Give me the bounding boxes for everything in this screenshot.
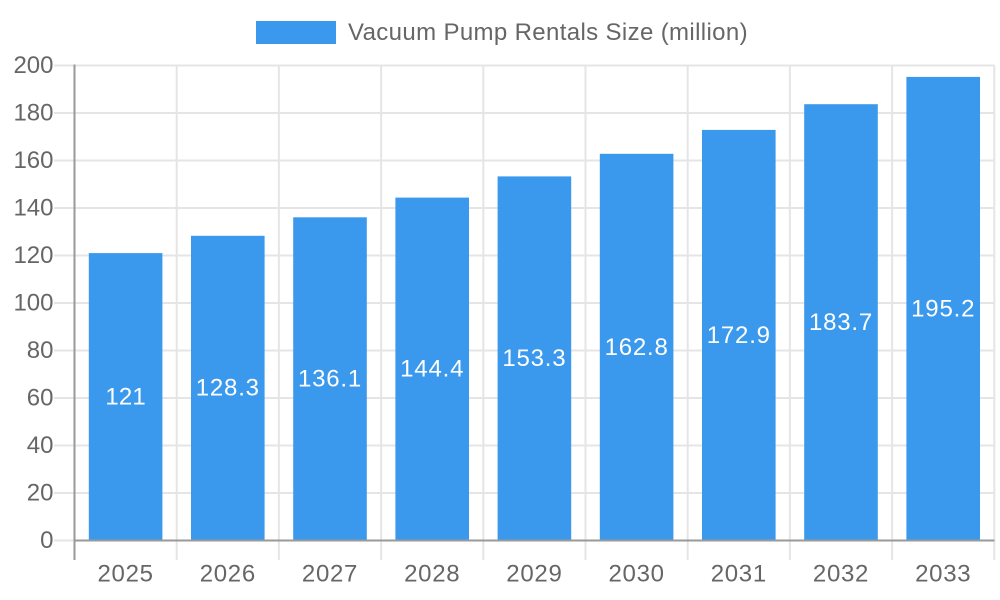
svg-text:183.7: 183.7 [809,309,873,336]
svg-text:2026: 2026 [200,561,256,588]
svg-text:180: 180 [13,100,53,127]
svg-text:140: 140 [13,195,53,222]
svg-text:2033: 2033 [915,561,971,588]
svg-text:60: 60 [27,385,54,412]
svg-text:136.1: 136.1 [298,366,362,393]
svg-text:100: 100 [13,290,53,317]
svg-text:128.3: 128.3 [196,375,260,402]
svg-text:120: 120 [13,242,53,269]
svg-text:2025: 2025 [97,561,153,588]
svg-text:Vacuum Pump Rentals Size (mill: Vacuum Pump Rentals Size (million) [348,19,748,46]
svg-text:0: 0 [40,527,53,554]
svg-text:153.3: 153.3 [502,345,566,372]
svg-text:144.4: 144.4 [400,356,464,383]
svg-text:195.2: 195.2 [911,295,975,322]
svg-text:160: 160 [13,147,53,174]
svg-text:2032: 2032 [813,561,869,588]
svg-text:172.9: 172.9 [707,322,771,349]
svg-text:2031: 2031 [711,561,767,588]
svg-text:121: 121 [105,383,145,410]
svg-text:2029: 2029 [506,561,562,588]
svg-text:2030: 2030 [608,561,664,588]
svg-text:162.8: 162.8 [605,334,669,361]
svg-text:80: 80 [27,337,54,364]
svg-text:2028: 2028 [404,561,460,588]
svg-text:20: 20 [27,480,54,507]
svg-text:2027: 2027 [302,561,358,588]
svg-text:200: 200 [13,52,53,79]
svg-text:40: 40 [27,432,54,459]
